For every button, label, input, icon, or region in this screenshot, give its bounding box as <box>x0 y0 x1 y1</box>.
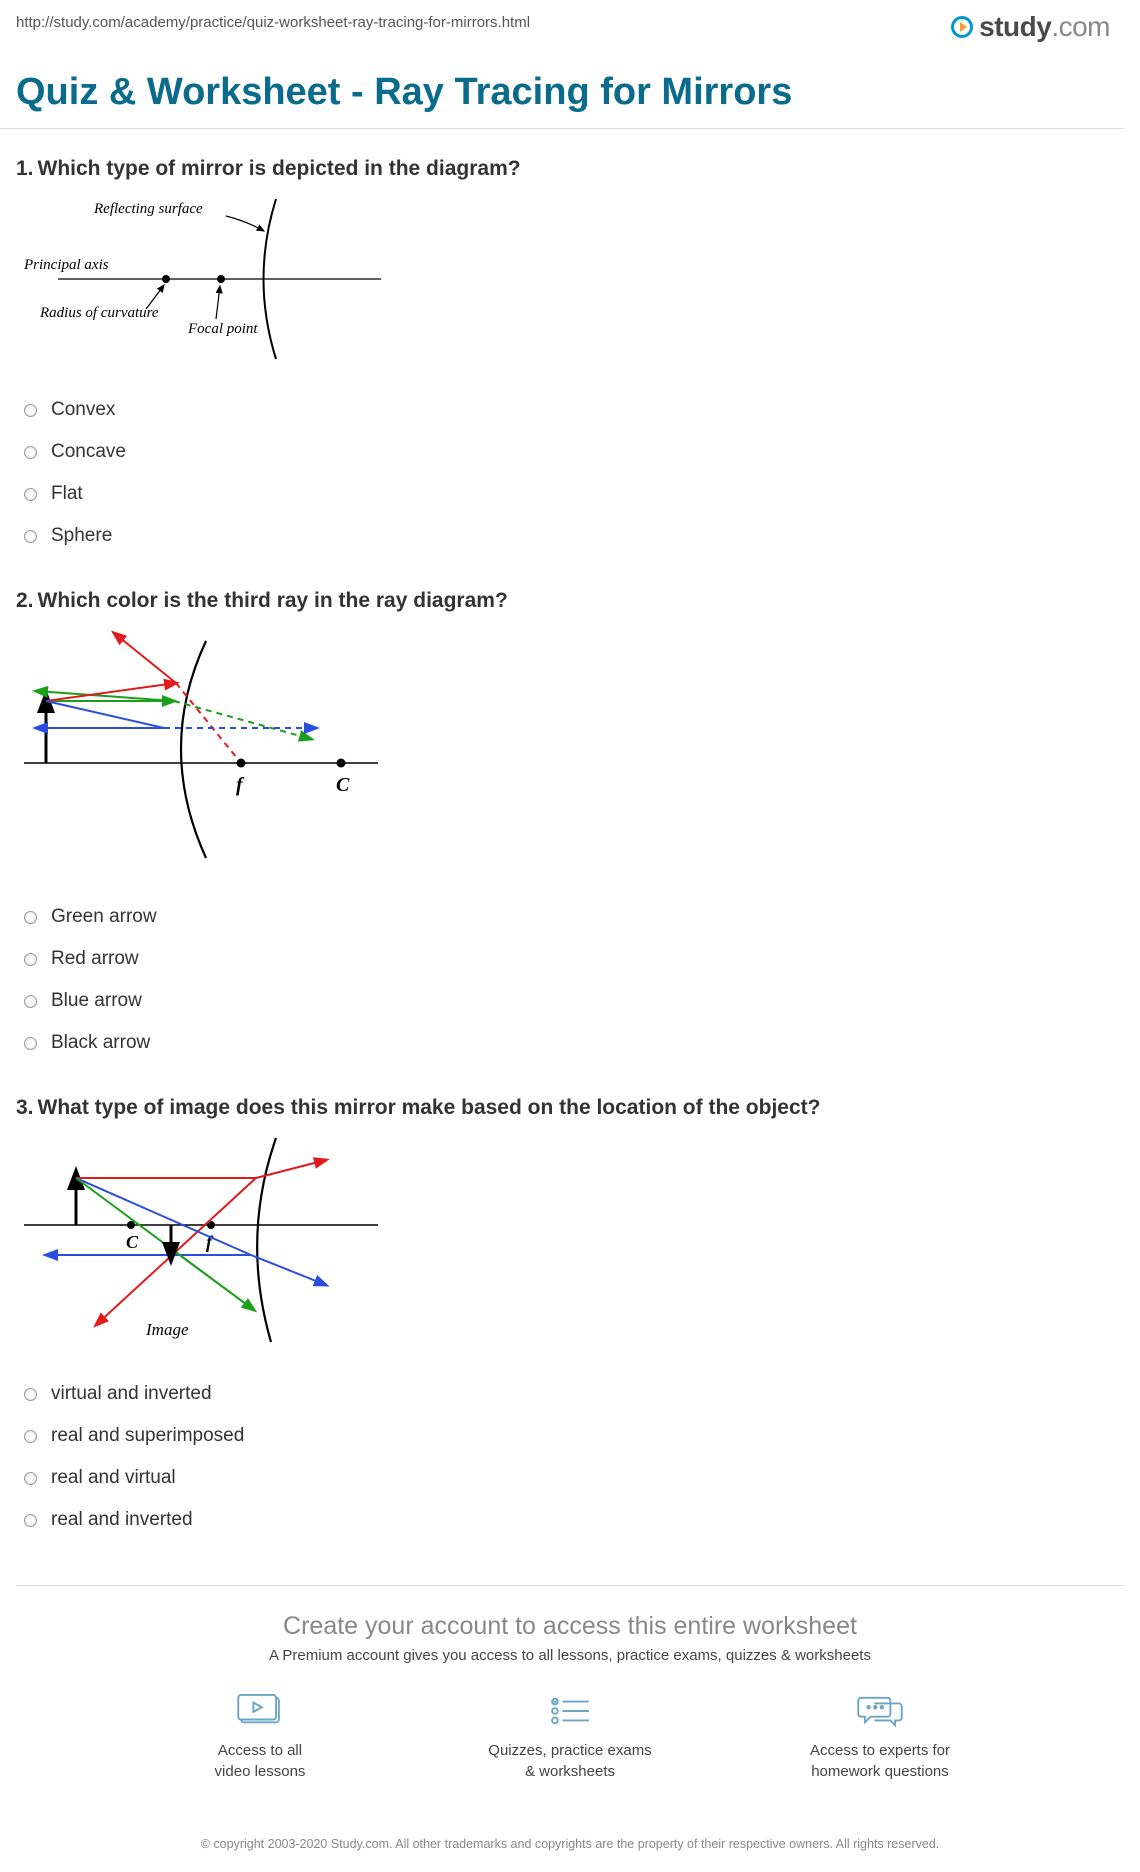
option[interactable]: Red arrow <box>24 938 1124 980</box>
question-prompt: Which type of mirror is depicted in the … <box>38 157 521 180</box>
benefit-text: Quizzes, practice exams & worksheets <box>488 1740 651 1782</box>
radio-icon <box>24 1430 37 1443</box>
question-text: 1.Which type of mirror is depicted in th… <box>16 157 1124 181</box>
label-focal: Focal point <box>187 321 258 337</box>
question-text: 2.Which color is the third ray in the ra… <box>16 589 1124 613</box>
quizzes-icon <box>547 1694 593 1728</box>
label-image: Image <box>145 1320 189 1339</box>
option[interactable]: real and virtual <box>24 1457 1124 1499</box>
option[interactable]: virtual and inverted <box>24 1373 1124 1415</box>
radio-icon <box>24 488 37 501</box>
label-radius: Radius of curvature <box>39 305 159 321</box>
option-label: virtual and inverted <box>51 1383 212 1405</box>
logo[interactable]: study.com <box>951 11 1110 43</box>
benefit-line: Access to all <box>215 1740 306 1761</box>
option[interactable]: real and inverted <box>24 1499 1124 1541</box>
question-3: 3.What type of image does this mirror ma… <box>0 1096 1140 1573</box>
radio-icon <box>24 404 37 417</box>
question-prompt: Which color is the third ray in the ray … <box>38 589 508 612</box>
radio-icon <box>24 1514 37 1527</box>
option[interactable]: Sphere <box>24 515 1124 557</box>
option[interactable]: Green arrow <box>24 896 1124 938</box>
divider <box>16 1585 1124 1586</box>
question-number: 1. <box>16 157 34 180</box>
options-list: Green arrow Red arrow Blue arrow Black a… <box>16 896 1124 1064</box>
option-label: Black arrow <box>51 1032 150 1054</box>
diagram-convex-rays: f C <box>16 623 1124 878</box>
benefit-videos: Access to all video lessons <box>160 1694 360 1782</box>
benefit-text: Access to experts for homework questions <box>810 1740 950 1782</box>
radio-icon <box>24 911 37 924</box>
radio-icon <box>24 530 37 543</box>
radio-icon <box>24 1472 37 1485</box>
option-label: Convex <box>51 399 115 421</box>
benefit-quizzes: Quizzes, practice exams & worksheets <box>470 1694 670 1782</box>
radio-icon <box>24 1388 37 1401</box>
option-label: real and superimposed <box>51 1425 244 1447</box>
radio-icon <box>24 995 37 1008</box>
question-number: 2. <box>16 589 34 612</box>
diagram-concave-image: C f Image <box>16 1130 1124 1355</box>
radio-icon <box>24 446 37 459</box>
benefit-line: Access to experts for <box>810 1740 950 1761</box>
benefit-line: Quizzes, practice exams <box>488 1740 651 1761</box>
options-list: virtual and inverted real and superimpos… <box>16 1373 1124 1541</box>
question-2: 2.Which color is the third ray in the ra… <box>0 589 1140 1096</box>
question-prompt: What type of image does this mirror make… <box>38 1096 821 1119</box>
question-number: 3. <box>16 1096 34 1119</box>
cta-title: Create your account to access this entir… <box>16 1612 1124 1641</box>
option-label: Green arrow <box>51 906 157 928</box>
option-label: real and inverted <box>51 1509 193 1531</box>
diagram-concave-mirror: Reflecting surface Principal axis Radius… <box>16 191 1124 371</box>
benefits-row: Access to all video lessons Quizzes, pra… <box>16 1694 1124 1782</box>
option-label: Concave <box>51 441 126 463</box>
video-lessons-icon <box>237 1694 283 1728</box>
logo-text: study.com <box>979 11 1110 43</box>
option[interactable]: Concave <box>24 431 1124 473</box>
option-label: Red arrow <box>51 948 139 970</box>
benefit-experts: Access to experts for homework questions <box>780 1694 980 1782</box>
copyright: © copyright 2003-2020 Study.com. All oth… <box>0 1836 1140 1872</box>
radio-icon <box>24 953 37 966</box>
label-c: C <box>126 1232 139 1252</box>
options-list: Convex Concave Flat Sphere <box>16 389 1124 557</box>
logo-domain: .com <box>1051 11 1110 42</box>
question-1: 1.Which type of mirror is depicted in th… <box>0 157 1140 589</box>
benefit-line: & worksheets <box>488 1761 651 1782</box>
page-title: Quiz & Worksheet - Ray Tracing for Mirro… <box>0 51 1124 129</box>
benefit-line: homework questions <box>810 1761 950 1782</box>
option-label: Flat <box>51 483 83 505</box>
option[interactable]: real and superimposed <box>24 1415 1124 1457</box>
label-c: C <box>336 774 350 796</box>
label-surface: Reflecting surface <box>93 201 203 217</box>
option[interactable]: Black arrow <box>24 1022 1124 1064</box>
chat-icon <box>857 1694 903 1728</box>
label-f: f <box>236 774 245 796</box>
option-label: real and virtual <box>51 1467 176 1489</box>
cta-subtitle: A Premium account gives you access to al… <box>16 1647 1124 1664</box>
option-label: Sphere <box>51 525 112 547</box>
play-circle-icon <box>951 16 973 38</box>
benefit-line: video lessons <box>215 1761 306 1782</box>
label-axis: Principal axis <box>23 257 109 273</box>
option[interactable]: Blue arrow <box>24 980 1124 1022</box>
radio-icon <box>24 1037 37 1050</box>
option-label: Blue arrow <box>51 990 142 1012</box>
cta-section: Create your account to access this entir… <box>0 1612 1140 1836</box>
option[interactable]: Flat <box>24 473 1124 515</box>
logo-brand: study <box>979 11 1051 42</box>
question-text: 3.What type of image does this mirror ma… <box>16 1096 1124 1120</box>
option[interactable]: Convex <box>24 389 1124 431</box>
benefit-text: Access to all video lessons <box>215 1740 306 1782</box>
